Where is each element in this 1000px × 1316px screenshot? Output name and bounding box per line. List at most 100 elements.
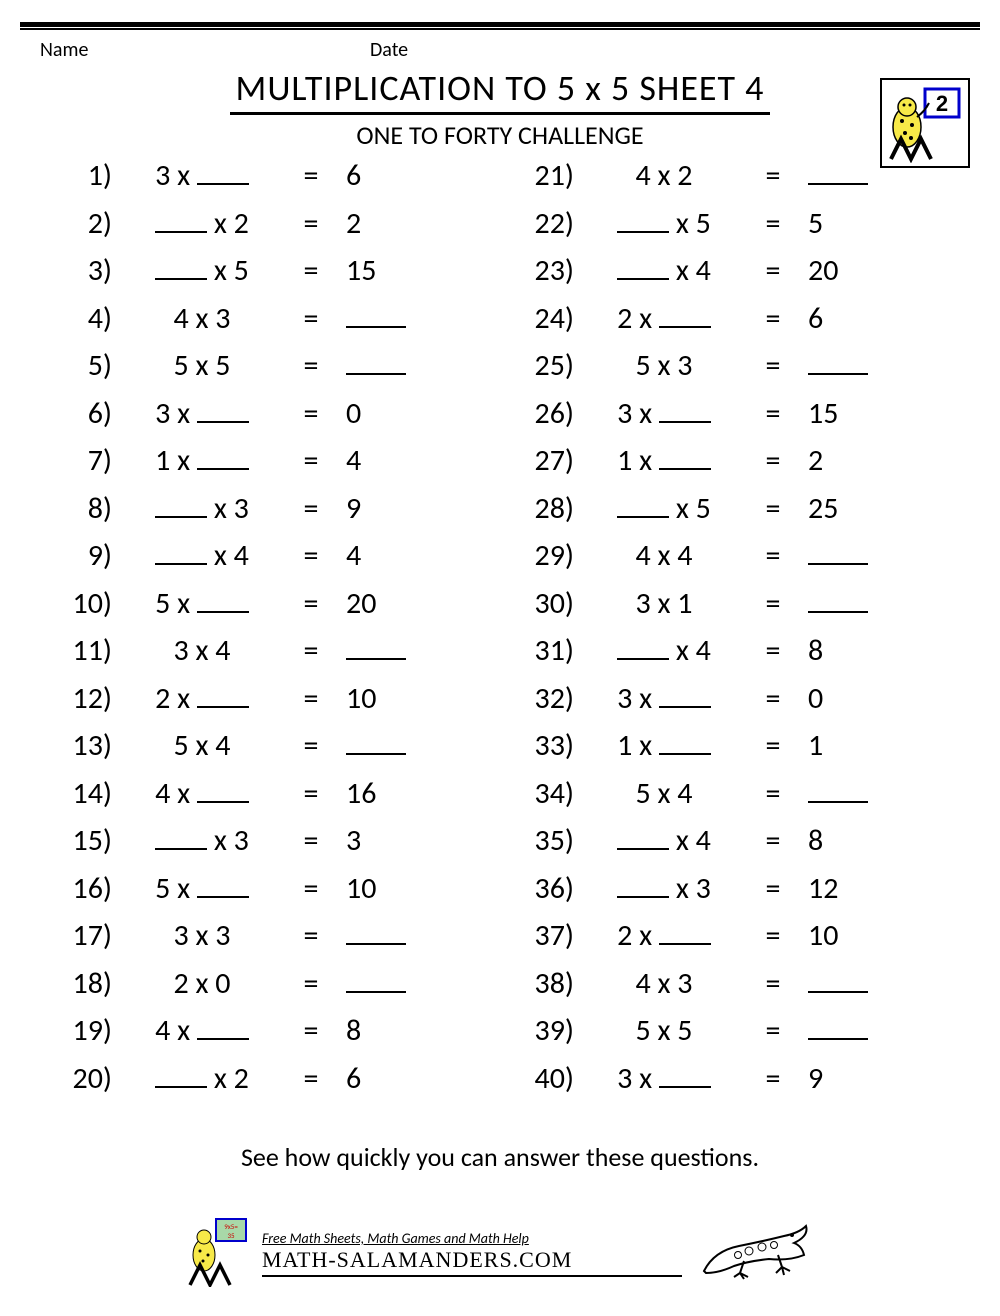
equals-sign: =: [286, 917, 336, 954]
problem-rhs: 15: [798, 395, 908, 432]
answer-blank[interactable]: [346, 302, 406, 328]
answer-blank[interactable]: [617, 635, 669, 661]
answer-blank[interactable]: [346, 920, 406, 946]
problems-column-1: 1)3 x =62) x 2=23) x 5=154)4 x 3=5)5 x 5…: [46, 157, 508, 1107]
problem-row: 33)1 x =1: [508, 727, 970, 775]
problem-number: 11): [46, 632, 118, 669]
operand: 1: [617, 727, 632, 764]
answer-blank[interactable]: [346, 967, 406, 993]
answer-blank[interactable]: [808, 967, 868, 993]
problem-number: 39): [508, 1012, 580, 1049]
equals-sign: =: [748, 157, 798, 194]
problem-number: 37): [508, 917, 580, 954]
problem-lhs: 1 x: [580, 442, 748, 479]
operand: 4: [696, 252, 711, 289]
problem-lhs: 1 x: [580, 727, 748, 764]
problem-rhs: [798, 775, 908, 812]
operand: 4: [174, 300, 189, 337]
equals-sign: =: [286, 822, 336, 859]
problem-row: 20) x 2=6: [46, 1060, 508, 1108]
answer-blank[interactable]: [808, 587, 868, 613]
problem-rhs: 20: [336, 585, 446, 622]
answer-blank[interactable]: [617, 872, 669, 898]
answer-blank[interactable]: [346, 730, 406, 756]
problem-row: 35) x 4=8: [508, 822, 970, 870]
problem-lhs: x 4: [580, 252, 748, 289]
answer-blank[interactable]: [197, 1015, 249, 1041]
operand: 20: [346, 585, 376, 622]
operand: 0: [346, 395, 361, 432]
operand: 9: [808, 1060, 823, 1097]
equals-sign: =: [286, 157, 336, 194]
equals-sign: =: [748, 775, 798, 812]
equals-sign: =: [286, 632, 336, 669]
problem-number: 16): [46, 870, 118, 907]
answer-blank[interactable]: [659, 397, 711, 423]
equals-sign: =: [748, 917, 798, 954]
answer-blank[interactable]: [346, 635, 406, 661]
answer-blank[interactable]: [346, 350, 406, 376]
problem-lhs: x 4: [580, 822, 748, 859]
answer-blank[interactable]: [659, 730, 711, 756]
operand: 4: [215, 632, 230, 669]
problem-lhs: 2 x: [580, 917, 748, 954]
answer-blank[interactable]: [808, 540, 868, 566]
problem-row: 13)5 x 4=: [46, 727, 508, 775]
problem-row: 17)3 x 3=: [46, 917, 508, 965]
problem-number: 22): [508, 205, 580, 242]
problem-lhs: x 2: [118, 1060, 286, 1097]
answer-blank[interactable]: [155, 207, 207, 233]
problem-lhs: 3 x: [118, 157, 286, 194]
equals-sign: =: [286, 585, 336, 622]
operand: 3: [617, 680, 632, 717]
grade-number: 2: [936, 91, 948, 116]
page-title: MULTIPLICATION TO 5 x 5 SHEET 4: [230, 66, 771, 115]
answer-blank[interactable]: [659, 445, 711, 471]
answer-blank[interactable]: [659, 682, 711, 708]
problem-lhs: 3 x: [580, 1060, 748, 1097]
problem-number: 20): [46, 1060, 118, 1097]
answer-blank[interactable]: [155, 255, 207, 281]
answer-blank[interactable]: [155, 540, 207, 566]
answer-blank[interactable]: [617, 492, 669, 518]
answer-blank[interactable]: [617, 207, 669, 233]
problem-number: 31): [508, 632, 580, 669]
answer-blank[interactable]: [808, 350, 868, 376]
answer-blank[interactable]: [808, 1015, 868, 1041]
answer-blank[interactable]: [617, 255, 669, 281]
problem-rhs: 9: [798, 1060, 908, 1097]
answer-blank[interactable]: [197, 872, 249, 898]
answer-blank[interactable]: [197, 777, 249, 803]
answer-blank[interactable]: [659, 1062, 711, 1088]
operand: 4: [636, 965, 651, 1002]
problem-row: 23) x 4=20: [508, 252, 970, 300]
answer-blank[interactable]: [197, 160, 249, 186]
equals-sign: =: [748, 965, 798, 1002]
answer-blank[interactable]: [808, 777, 868, 803]
answer-blank[interactable]: [659, 920, 711, 946]
answer-blank[interactable]: [617, 825, 669, 851]
answer-blank[interactable]: [155, 825, 207, 851]
problem-rhs: 6: [336, 1060, 446, 1097]
answer-blank[interactable]: [155, 492, 207, 518]
equals-sign: =: [748, 205, 798, 242]
answer-blank[interactable]: [155, 1062, 207, 1088]
operand: 5: [677, 1012, 692, 1049]
answer-blank[interactable]: [197, 445, 249, 471]
problem-rhs: 10: [336, 870, 446, 907]
answer-blank[interactable]: [197, 682, 249, 708]
problem-row: 18)2 x 0=: [46, 965, 508, 1013]
answer-blank[interactable]: [197, 587, 249, 613]
operand: 3: [234, 490, 249, 527]
problem-row: 14)4 x =16: [46, 775, 508, 823]
equals-sign: =: [286, 537, 336, 574]
operand: 3: [155, 157, 170, 194]
problem-number: 19): [46, 1012, 118, 1049]
answer-blank[interactable]: [197, 397, 249, 423]
answer-blank[interactable]: [659, 302, 711, 328]
answer-blank[interactable]: [808, 160, 868, 186]
problem-rhs: 9: [336, 490, 446, 527]
problem-rhs: 8: [336, 1012, 446, 1049]
problem-lhs: 3 x: [118, 395, 286, 432]
problem-row: 2) x 2=2: [46, 205, 508, 253]
